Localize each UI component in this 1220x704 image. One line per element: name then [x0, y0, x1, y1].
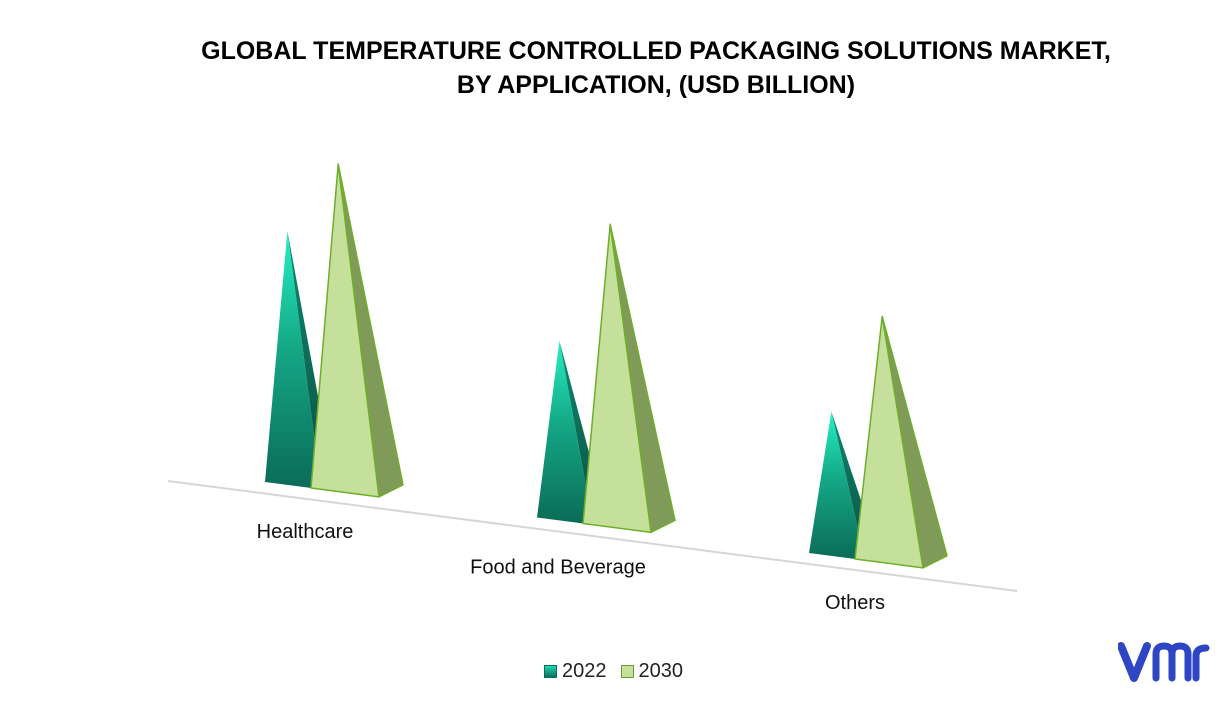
- bar-front-food-and-beverage-2030: [582, 223, 652, 534]
- bar-front-others-2030: [854, 315, 924, 569]
- bar-others-2030: [854, 315, 948, 569]
- category-label-food-and-beverage: Food and Beverage: [470, 556, 646, 578]
- legend-swatch-2022: [544, 664, 557, 678]
- bar-food-and-beverage-2030: [582, 223, 676, 534]
- legend-item-2030: 2030: [620, 659, 684, 683]
- legend-item-2022: 2022: [544, 660, 607, 683]
- legend-label-2022: 2022: [562, 659, 607, 682]
- x-axis-baseline: [167, 480, 1018, 592]
- chart-title-line-1: GLOBAL TEMPERATURE CONTROLLED PACKAGING …: [201, 37, 1111, 65]
- category-label-others: Others: [825, 592, 885, 614]
- chart-title-line-2: BY APPLICATION, (USD BILLION): [456, 71, 856, 99]
- bar-front-others-2022: [809, 411, 865, 561]
- bar-healthcare-2030: [310, 163, 404, 498]
- legend-label-2030: 2030: [638, 659, 684, 682]
- legend-swatch-2030: [620, 664, 634, 678]
- category-label-healthcare: Healthcare: [257, 521, 354, 543]
- chart-title: GLOBAL TEMPERATURE CONTROLLED PACKAGING …: [0, 34, 1220, 102]
- legend: 2022 2030: [544, 659, 683, 683]
- vmr-logo: [1118, 642, 1210, 682]
- bar-front-healthcare-2022: [265, 230, 321, 490]
- bar-front-food-and-beverage-2022: [537, 340, 593, 525]
- bar-front-healthcare-2030: [310, 163, 380, 498]
